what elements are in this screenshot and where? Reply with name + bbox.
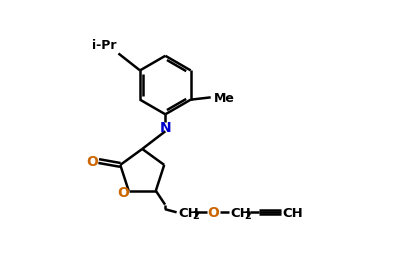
Text: CH: CH (282, 206, 303, 219)
Text: i-Pr: i-Pr (91, 39, 116, 52)
Text: CH: CH (178, 206, 199, 219)
Text: CH: CH (231, 206, 251, 219)
Text: 2: 2 (192, 210, 199, 220)
Text: O: O (117, 186, 129, 199)
Text: N: N (160, 120, 171, 134)
Text: O: O (87, 154, 98, 168)
Text: 2: 2 (244, 210, 251, 220)
Text: O: O (208, 205, 220, 219)
Text: Me: Me (214, 91, 235, 104)
